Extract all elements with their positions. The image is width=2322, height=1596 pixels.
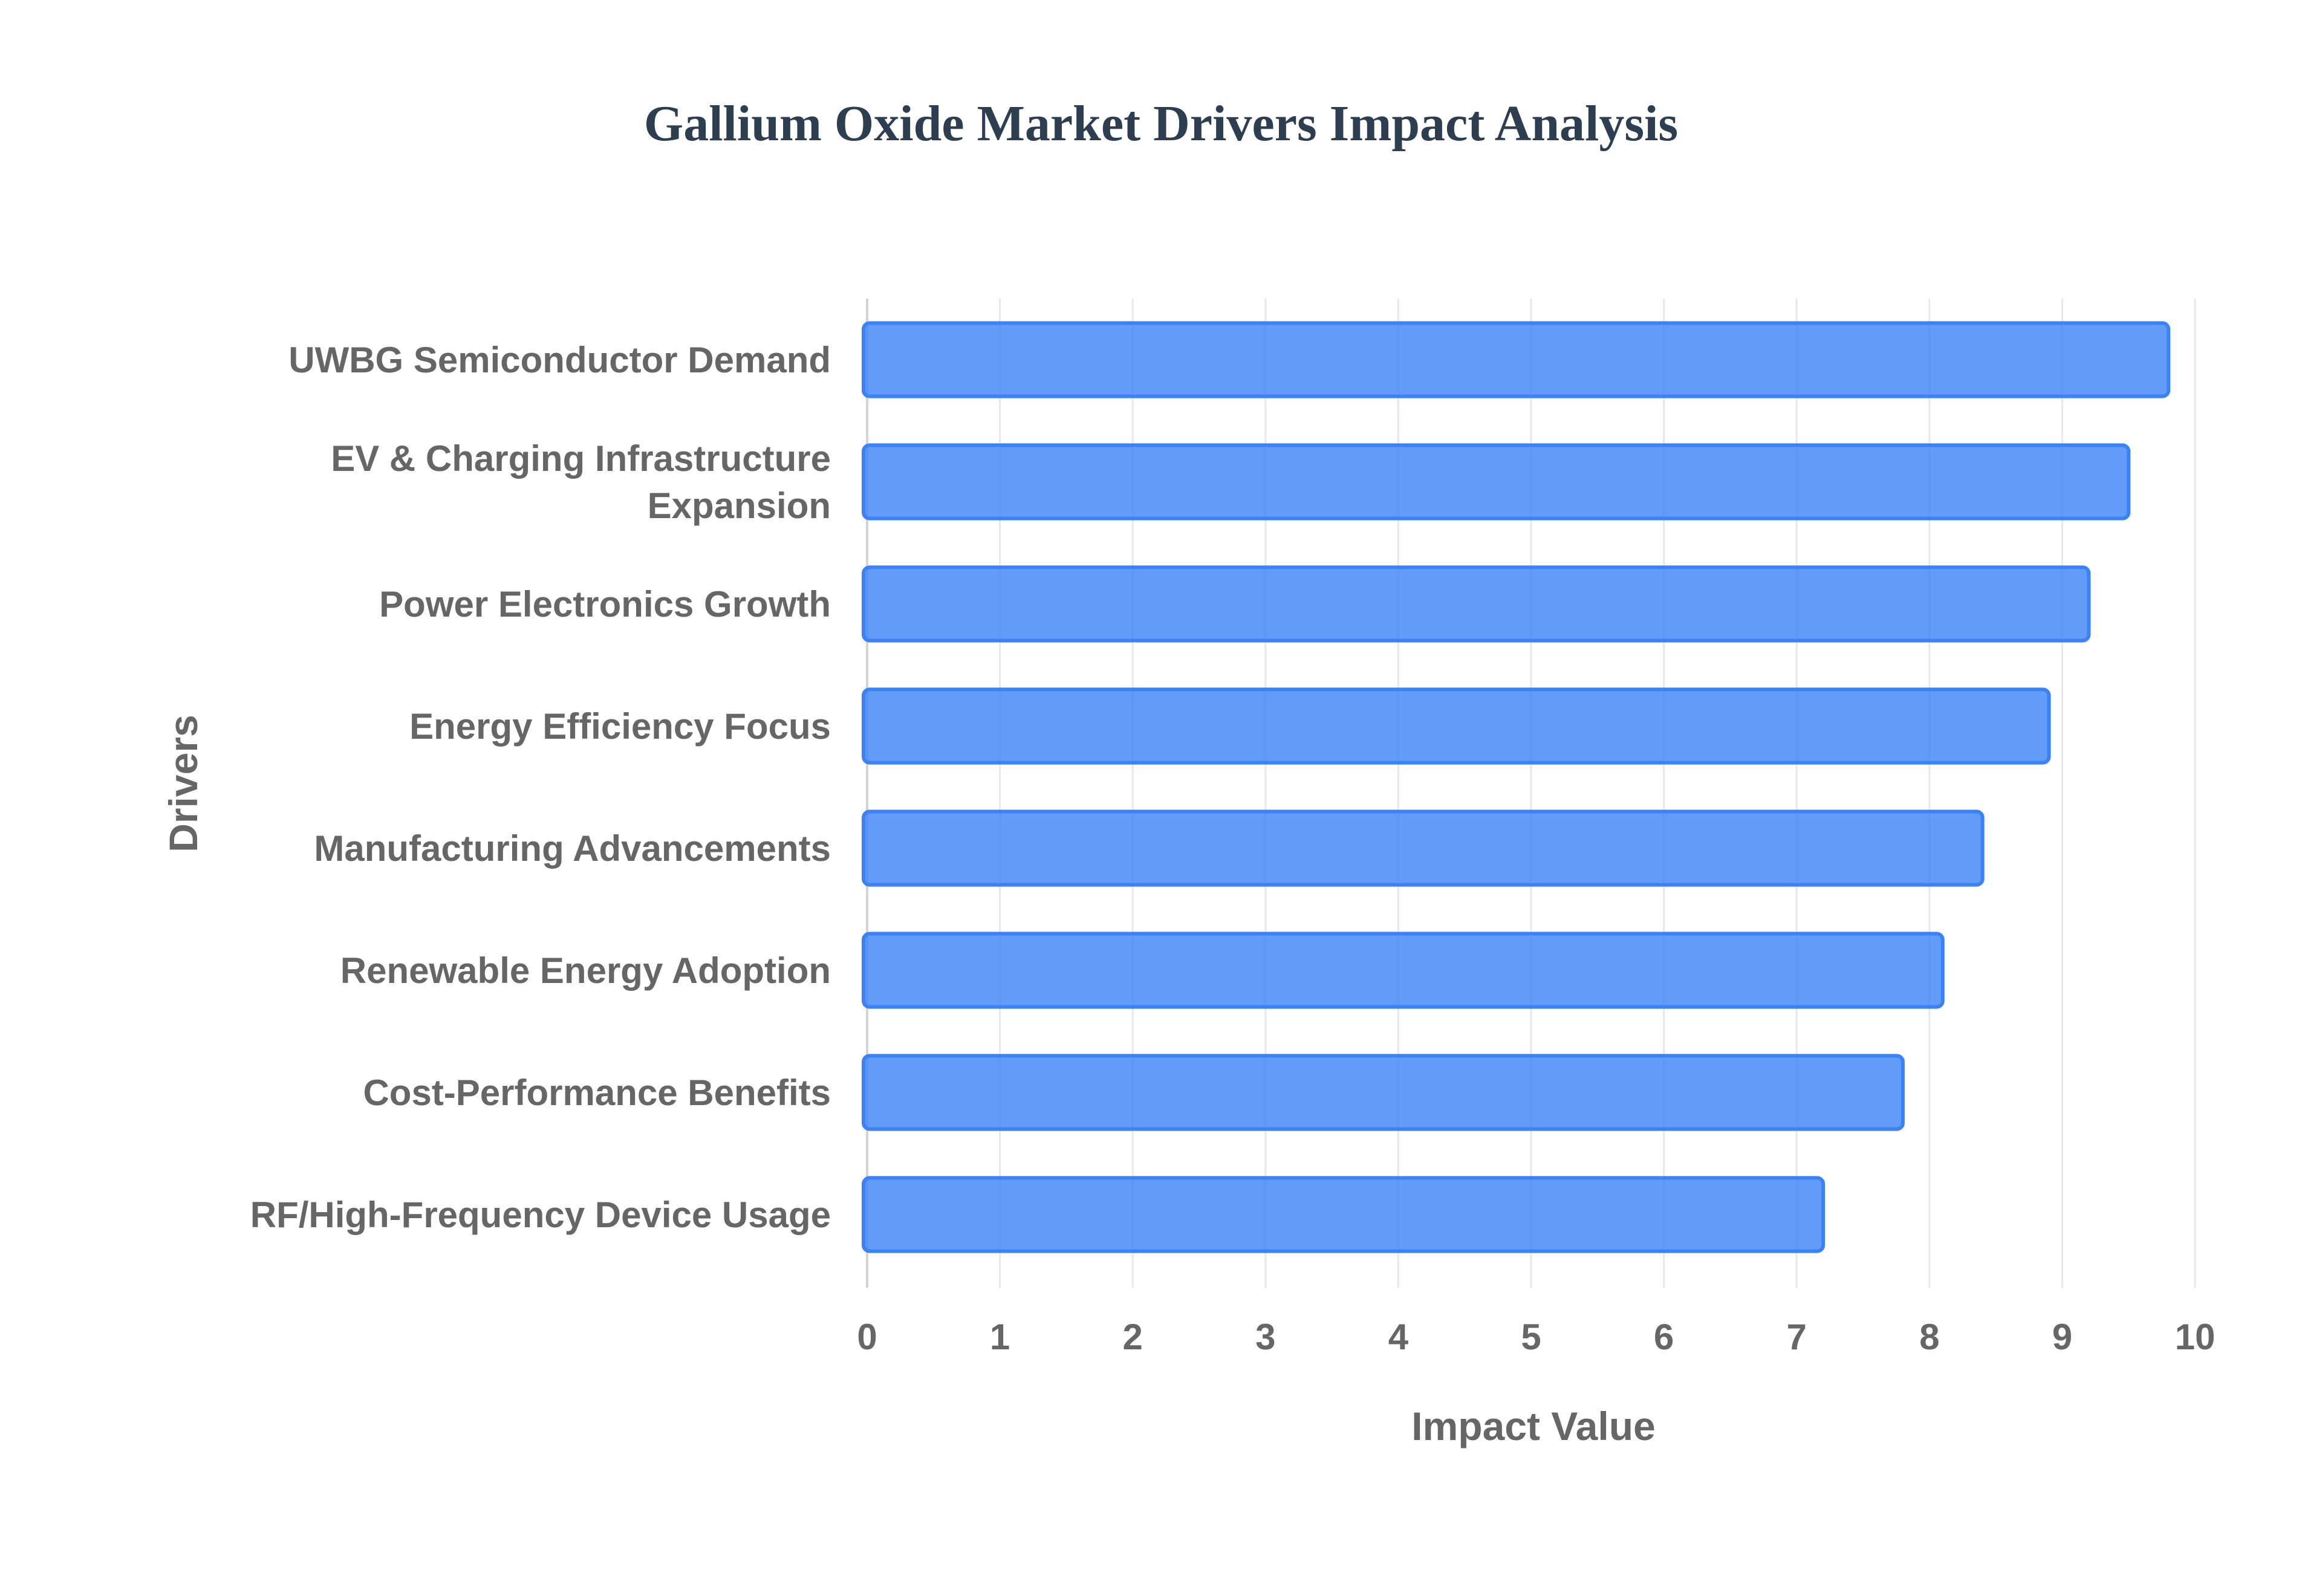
category-label: RF/High-Frequency Device Usage xyxy=(250,1195,831,1235)
category-label: UWBG Semiconductor Demand xyxy=(288,340,831,380)
category-label: Cost-Performance Benefits xyxy=(363,1072,831,1113)
category-label: EV & Charging Infrastructure Expansion xyxy=(331,438,831,526)
bar-4 xyxy=(862,687,2051,765)
bar-8 xyxy=(862,1176,1826,1253)
bars xyxy=(862,321,2171,1253)
x-tick-label: 7 xyxy=(1787,1317,1807,1357)
bar-5 xyxy=(862,809,1985,887)
x-tick-label: 2 xyxy=(1123,1317,1143,1357)
bar-3 xyxy=(862,565,2091,643)
x-tick-label: 1 xyxy=(990,1317,1010,1357)
x-tick-labels: 0 1 2 3 4 5 6 7 8 9 10 xyxy=(857,1317,2215,1357)
x-tick-label: 8 xyxy=(1919,1317,1939,1357)
bar-1 xyxy=(862,321,2171,398)
bar-7 xyxy=(862,1054,1905,1131)
category-label: Renewable Energy Adoption xyxy=(340,950,831,991)
x-tick-label: 4 xyxy=(1388,1317,1409,1357)
x-tick-label: 9 xyxy=(2052,1317,2072,1357)
x-tick-label: 5 xyxy=(1521,1317,1541,1357)
category-label: Power Electronics Growth xyxy=(379,584,831,624)
x-axis-title: Impact Value xyxy=(1411,1404,1656,1448)
y-axis-title: Drivers xyxy=(161,715,206,852)
bar-2 xyxy=(862,443,2131,521)
chart-title: Gallium Oxide Market Drivers Impact Anal… xyxy=(644,96,1678,152)
category-label: Manufacturing Advancements xyxy=(314,828,831,869)
x-tick-label: 0 xyxy=(857,1317,877,1357)
x-tick-label: 10 xyxy=(2175,1317,2216,1357)
category-labels: UWBG Semiconductor Demand EV & Charging I… xyxy=(250,340,831,1235)
x-tick-label: 3 xyxy=(1255,1317,1275,1357)
bar-6 xyxy=(862,932,1945,1009)
x-tick-label: 6 xyxy=(1654,1317,1674,1357)
category-label: Energy Efficiency Focus xyxy=(409,706,831,747)
